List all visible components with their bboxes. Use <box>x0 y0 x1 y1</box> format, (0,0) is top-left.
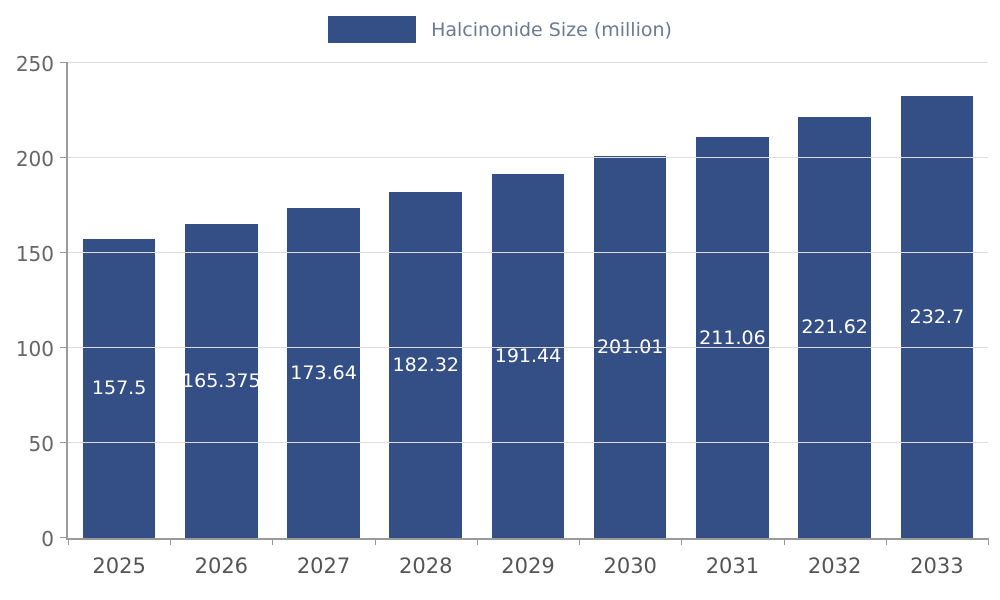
x-tick-mark <box>68 538 69 545</box>
bar-2025: 157.5 <box>82 238 156 538</box>
x-tick-label-2033: 2033 <box>910 554 964 578</box>
bar-2032: 221.62 <box>798 116 871 538</box>
bar-band-2027: 173.64 <box>272 63 374 538</box>
x-tick-mark <box>272 538 274 545</box>
gridline-y-50 <box>68 442 988 443</box>
bar-2033: 232.7 <box>900 95 974 538</box>
y-tick-label: 150 <box>15 241 54 266</box>
x-tick-label-2032: 2032 <box>807 554 862 578</box>
x-tick-label-2025: 2025 <box>92 554 146 578</box>
gridline-y-150 <box>68 252 988 253</box>
gridline-y-200 <box>68 157 988 158</box>
bar-band-2025: 157.5 <box>68 63 170 538</box>
bar-band-2028: 182.32 <box>375 63 477 538</box>
bar-value-label: 173.64 <box>290 362 357 385</box>
y-tick-mark <box>60 442 68 443</box>
y-tick-label: 0 <box>41 526 54 551</box>
y-tick-mark <box>60 252 68 253</box>
bar-band-2033: 232.7 <box>886 63 988 538</box>
x-tick-mark <box>988 538 989 545</box>
bar-2027: 173.64 <box>287 208 360 538</box>
y-tick-label: 200 <box>15 146 54 171</box>
x-tick-mark <box>681 538 683 545</box>
x-tick-mark <box>783 538 785 545</box>
bar-value-label: 182.32 <box>392 353 460 376</box>
y-tick-label: 100 <box>15 336 54 361</box>
bar-value-label: 232.7 <box>909 305 965 328</box>
legend-swatch <box>328 16 417 43</box>
bar-band-2026: 165.375 <box>170 63 272 538</box>
y-tick-mark <box>60 62 68 63</box>
bar-2026: 165.375 <box>182 223 261 538</box>
x-tick-label-2031: 2031 <box>705 554 760 578</box>
x-tick-mark <box>885 538 887 545</box>
bar-2029: 191.44 <box>491 174 565 538</box>
bar-band-2030: 201.01 <box>579 63 681 538</box>
legend: Halcinonide Size (million) <box>0 16 1000 43</box>
x-tick-mark <box>170 538 172 545</box>
x-tick-mark <box>476 538 478 545</box>
bar-band-2032: 221.62 <box>784 63 886 538</box>
x-tick-label-2027: 2027 <box>296 554 351 578</box>
bar-value-label: 157.5 <box>91 377 147 400</box>
y-tick-label: 250 <box>15 51 54 76</box>
x-tick-mark <box>579 538 581 545</box>
y-tick-mark <box>60 157 68 158</box>
legend-label: Halcinonide Size (million) <box>431 18 672 41</box>
x-axis-labels: 2025 2026 2027 2028 2029 2030 2031 2032 2033 <box>68 554 988 578</box>
gridline-y-100 <box>68 347 988 348</box>
x-tick-label-2028: 2028 <box>399 554 453 578</box>
bar-2028: 182.32 <box>389 191 463 538</box>
x-tick-label-2029: 2029 <box>501 554 555 578</box>
plot-area: 157.5 165.375 173.64 182.32 191.44 201.01 211.… <box>16 52 989 578</box>
y-tick-mark <box>60 537 68 538</box>
bar-2031: 211.06 <box>696 137 769 538</box>
y-tick-label: 50 <box>28 431 54 456</box>
bars-container: 157.5 165.375 173.64 182.32 191.44 201.01 211.… <box>68 63 988 538</box>
x-tick-label-2026: 2026 <box>194 554 249 578</box>
gridline-y-250 <box>68 62 988 63</box>
bar-value-label: 191.44 <box>494 345 562 368</box>
bar-band-2029: 191.44 <box>477 63 579 538</box>
bar-value-label: 211.06 <box>699 326 766 349</box>
y-tick-mark <box>60 347 68 348</box>
bar-band-2031: 211.06 <box>681 63 783 538</box>
x-tick-label-2030: 2030 <box>603 554 657 578</box>
x-tick-mark <box>374 538 376 545</box>
bar-value-label: 221.62 <box>801 316 868 339</box>
bar-value-label: 165.375 <box>182 369 261 392</box>
